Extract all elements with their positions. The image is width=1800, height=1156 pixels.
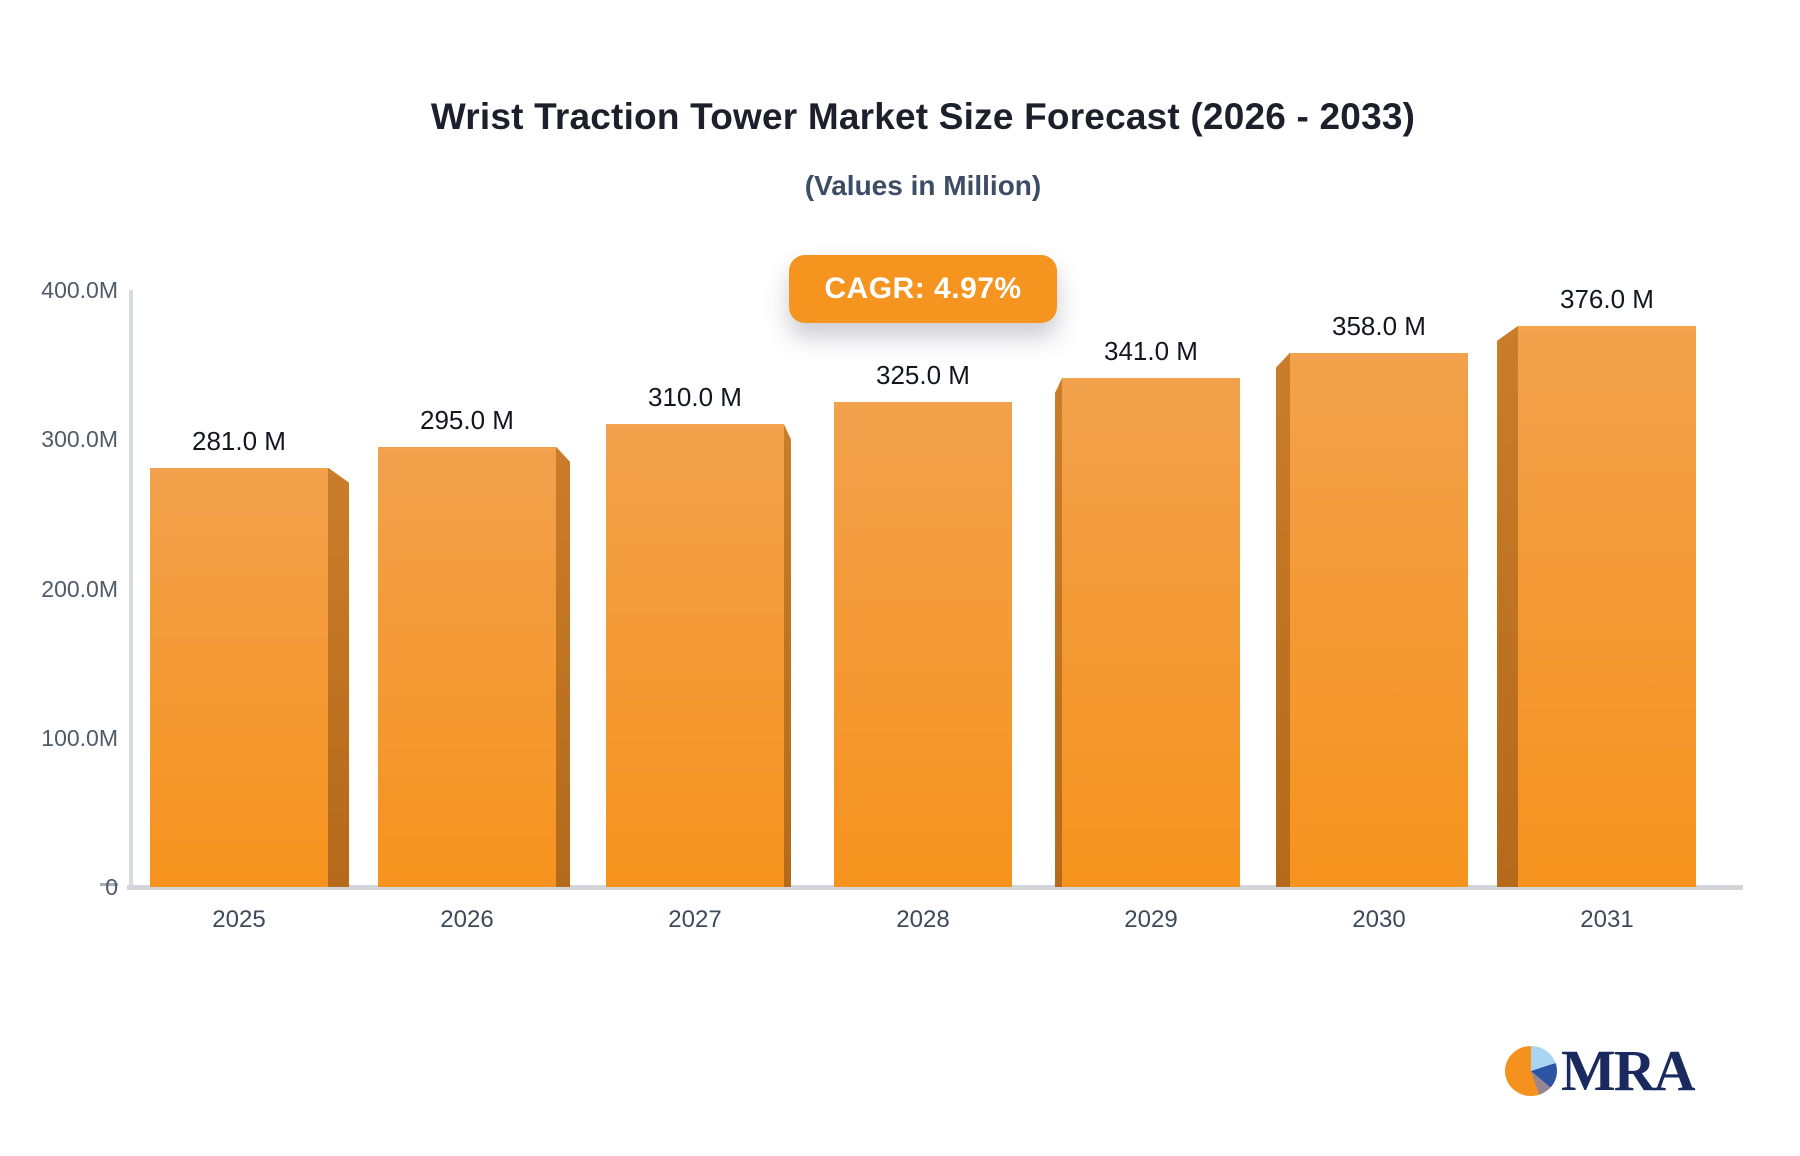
- page-title: Wrist Traction Tower Market Size Forecas…: [430, 96, 1416, 137]
- bar-2028: [834, 401, 1012, 887]
- zero-tick-mark: [100, 883, 118, 886]
- bar-2031: [1518, 325, 1696, 887]
- x-tick-2029: 2029: [1124, 906, 1178, 933]
- x-tick-2031: 2031: [1580, 906, 1634, 933]
- bar-2029: [1062, 378, 1240, 887]
- bar-2027: [606, 424, 784, 887]
- bar-value-label-2028: 325.0 M: [876, 359, 970, 390]
- bar-side-2025: [328, 467, 349, 887]
- bar-2025: [150, 467, 328, 887]
- bar-value-label-2025: 281.0 M: [192, 425, 286, 456]
- x-axis-line: [127, 885, 1743, 890]
- x-tick-2027: 2027: [668, 906, 722, 933]
- y-tick-0: 0: [105, 874, 118, 900]
- y-tick-300.0M: 300.0M: [41, 426, 118, 453]
- pie-chart-logo-icon: [1505, 1046, 1557, 1096]
- y-tick-400.0M: 400.0M: [41, 277, 118, 303]
- bar-side-2026: [556, 446, 570, 887]
- bar-value-label-2030: 358.0 M: [1332, 310, 1426, 341]
- y-axis-line: [129, 290, 133, 887]
- x-tick-2025: 2025: [212, 906, 266, 933]
- cagr-badge: CAGR: 4.97%: [789, 255, 1057, 323]
- mra-logo: MRA: [1505, 1038, 1696, 1103]
- bar-value-label-2029: 341.0 M: [1104, 336, 1198, 367]
- bar-side-2031: [1497, 325, 1518, 887]
- x-tick-2028: 2028: [896, 906, 950, 933]
- logo-text: MRA: [1561, 1038, 1696, 1103]
- bar-value-label-2026: 295.0 M: [420, 404, 514, 435]
- bar-side-2029: [1055, 378, 1062, 887]
- bar-value-label-2027: 310.0 M: [648, 382, 742, 413]
- y-tick-200.0M: 200.0M: [41, 575, 118, 602]
- x-tick-2030: 2030: [1352, 906, 1406, 933]
- x-tick-2026: 2026: [440, 906, 494, 933]
- y-tick-100.0M: 100.0M: [41, 724, 118, 751]
- bar-value-label-2031: 376.0 M: [1560, 283, 1654, 314]
- bar-2030: [1290, 352, 1468, 887]
- bar-2026: [378, 446, 556, 887]
- cagr-badge-label: CAGR: 4.97%: [824, 272, 1022, 305]
- bar-side-2030: [1276, 352, 1290, 887]
- bar-side-2027: [784, 424, 791, 887]
- page-subtitle: (Values in Million): [804, 170, 1042, 201]
